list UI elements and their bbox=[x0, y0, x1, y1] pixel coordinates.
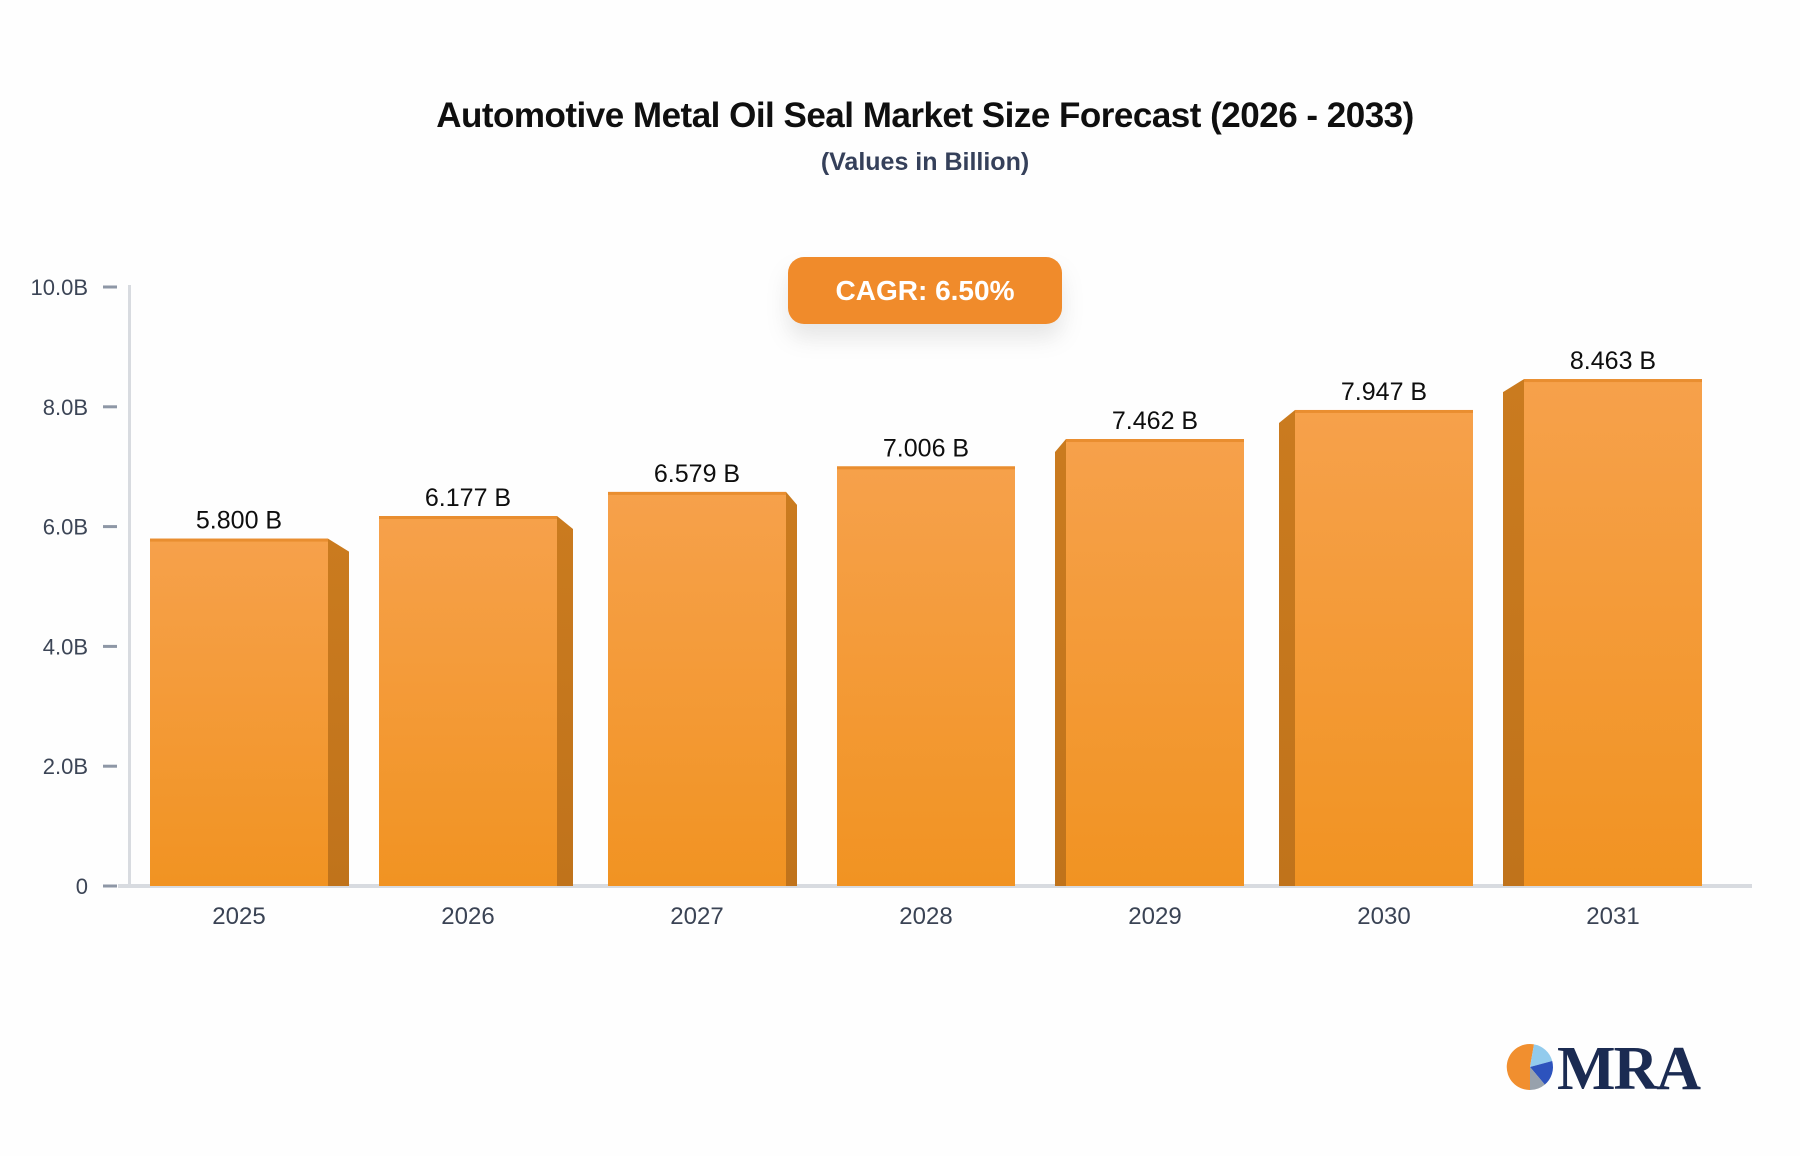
bar bbox=[1524, 379, 1702, 886]
bar-top-edge bbox=[837, 466, 1015, 470]
y-tick-label: 4.0B bbox=[43, 634, 88, 659]
y-tick-label: 10.0B bbox=[31, 275, 89, 300]
y-tick-dash bbox=[103, 525, 117, 529]
logo-text: MRA bbox=[1557, 1035, 1701, 1103]
x-tick-label: 2031 bbox=[1586, 903, 1639, 930]
bar-side bbox=[1503, 379, 1524, 886]
bar-top-edge bbox=[1295, 409, 1473, 413]
y-tick-label: 0 bbox=[76, 874, 88, 899]
cagr-badge-label: CAGR: 6.50% bbox=[835, 274, 1015, 306]
logo-pie-slice-lightblue bbox=[1530, 1044, 1553, 1067]
bar bbox=[379, 515, 557, 886]
y-tick-label: 6.0B bbox=[43, 515, 88, 540]
page-subtitle: (Values in Billion) bbox=[820, 148, 1030, 176]
bar bbox=[1066, 439, 1244, 886]
bar-value-label: 7.462 B bbox=[1112, 407, 1198, 435]
bar bbox=[150, 538, 328, 886]
logo-pie-slice-orange bbox=[1506, 1044, 1534, 1091]
bar bbox=[608, 491, 786, 886]
y-tick-dash bbox=[103, 884, 117, 888]
bar-value-label: 7.947 B bbox=[1341, 378, 1427, 406]
bar-side bbox=[557, 515, 573, 886]
y-axis-line bbox=[128, 285, 131, 886]
bar-value-label: 5.800 B bbox=[196, 507, 282, 535]
x-tick-label: 2028 bbox=[899, 903, 952, 930]
y-tick-label: 8.0B bbox=[43, 395, 88, 420]
logo: MRA bbox=[1506, 1035, 1703, 1103]
x-tick-label: 2030 bbox=[1357, 903, 1410, 930]
bar bbox=[837, 466, 1015, 886]
bar-top-edge bbox=[150, 538, 328, 542]
bar-side bbox=[1055, 439, 1066, 886]
x-tick-label: 2029 bbox=[1128, 903, 1181, 930]
bar-top-edge bbox=[608, 491, 786, 495]
y-tick-dash bbox=[103, 644, 117, 648]
logo-pie-slice-blue bbox=[1530, 1061, 1553, 1085]
x-tick-label: 2025 bbox=[212, 903, 265, 930]
x-tick-label: 2027 bbox=[670, 903, 723, 930]
bar-side bbox=[1279, 409, 1295, 886]
bar-value-label: 7.006 B bbox=[883, 434, 969, 462]
bar-top-edge bbox=[1524, 379, 1702, 383]
bar-value-label: 6.177 B bbox=[425, 484, 511, 512]
bar-value-label: 6.579 B bbox=[654, 460, 740, 488]
y-tick-label: 2.0B bbox=[43, 754, 88, 779]
page-title: Automotive Metal Oil Seal Market Size Fo… bbox=[436, 96, 1414, 135]
logo-pie-slice-gray bbox=[1530, 1067, 1545, 1090]
bar-top-edge bbox=[379, 515, 557, 519]
bar bbox=[1295, 409, 1473, 886]
x-tick-label: 2026 bbox=[441, 903, 494, 930]
y-tick-dash bbox=[103, 405, 117, 409]
bar-top-edge bbox=[1066, 439, 1244, 443]
bar-side bbox=[328, 538, 349, 886]
bar-value-label: 8.463 B bbox=[1570, 347, 1656, 375]
y-tick-dash bbox=[103, 285, 117, 289]
logo-pie-icon bbox=[1506, 1044, 1553, 1091]
cagr-badge: CAGR: 6.50% bbox=[788, 257, 1062, 324]
y-tick-dash bbox=[103, 764, 117, 768]
bar-side bbox=[786, 491, 797, 886]
